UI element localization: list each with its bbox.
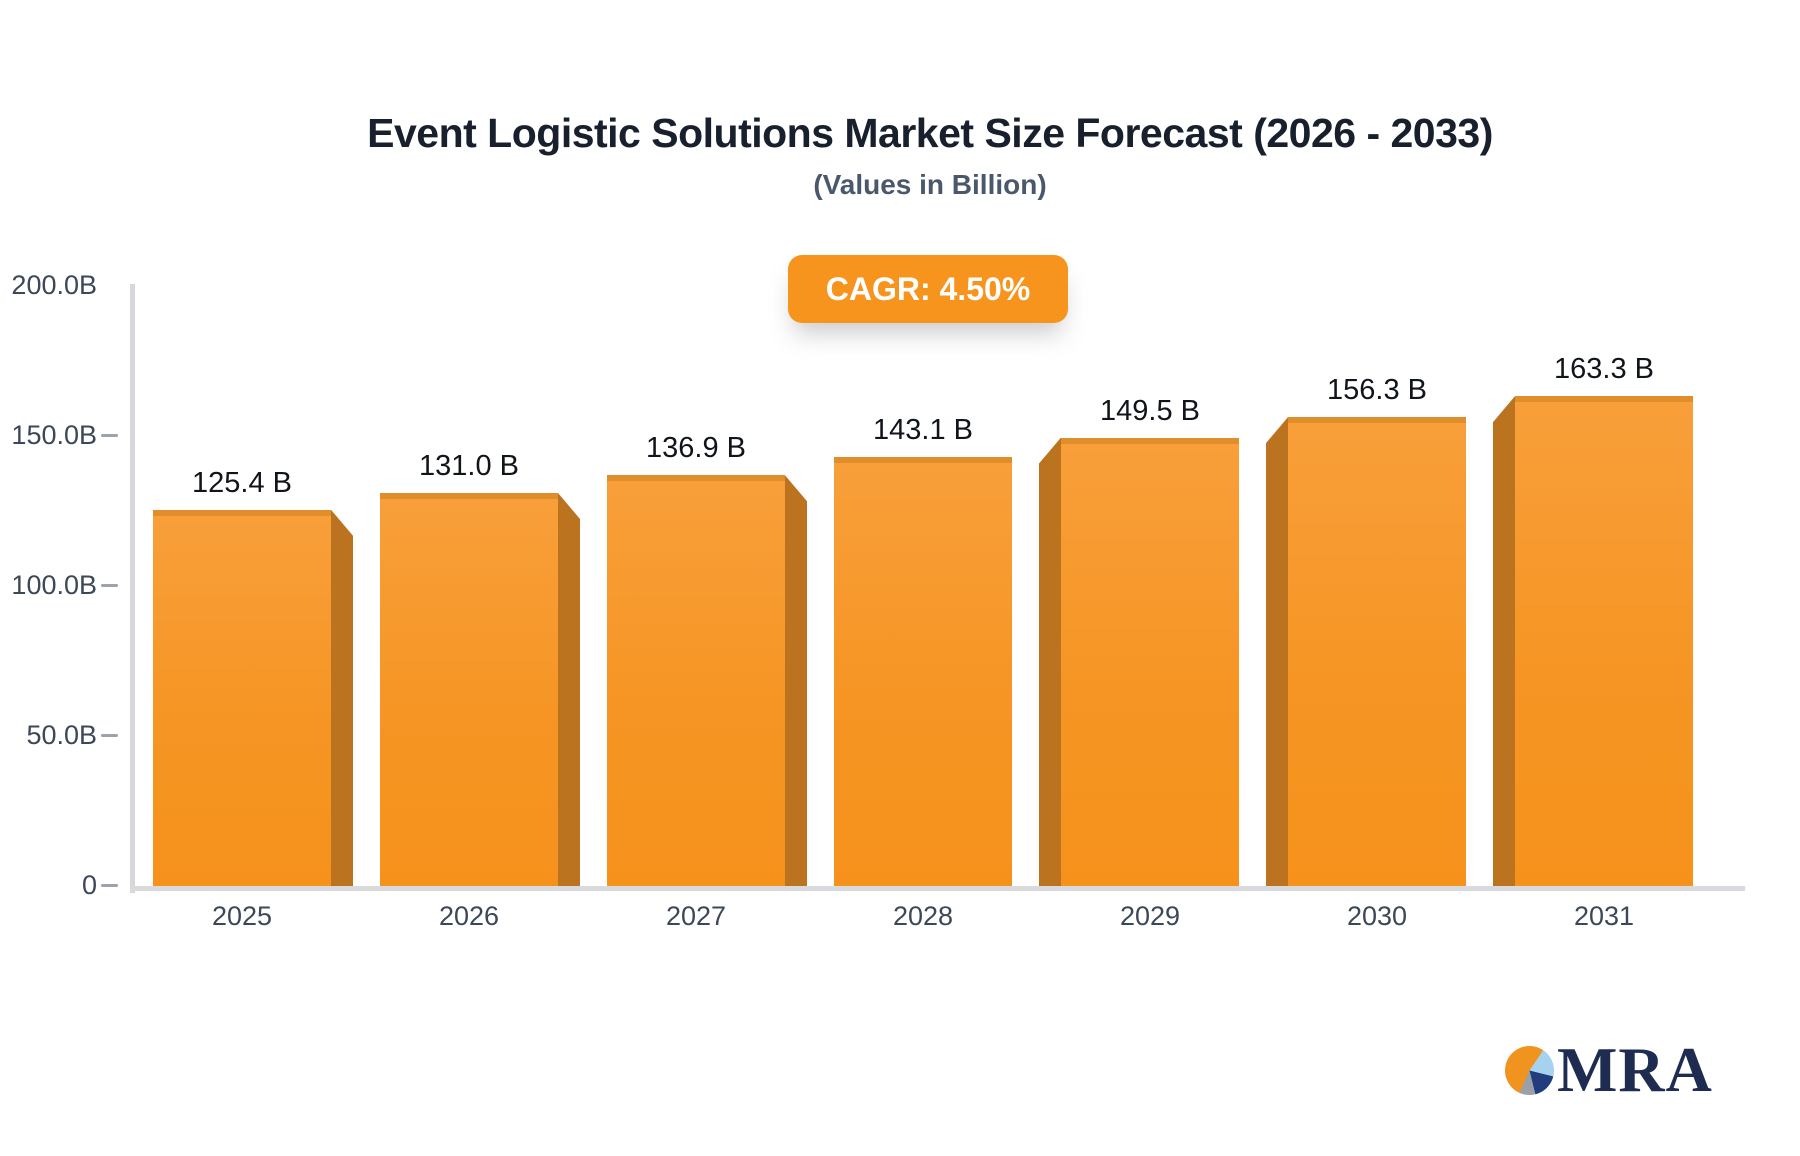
chart-subtitle: (Values in Billion) bbox=[813, 169, 1047, 200]
brand-logo-text: MRA bbox=[1557, 1034, 1713, 1105]
bar-side-2031 bbox=[1493, 396, 1515, 886]
bar-2029[interactable] bbox=[1061, 437, 1239, 886]
chart-title: Event Logistic Solutions Market Size For… bbox=[367, 110, 1493, 156]
bar-value-label-2026: 131.0 B bbox=[419, 450, 519, 482]
y-tick-label-100.0B: 100.0B bbox=[11, 570, 97, 600]
bar-side-2026 bbox=[558, 493, 580, 886]
bar-2026[interactable] bbox=[380, 493, 558, 886]
y-tick-mark bbox=[101, 734, 118, 737]
y-axis-line bbox=[130, 284, 135, 893]
bar-2025[interactable] bbox=[153, 509, 331, 886]
x-axis-label-2028: 2028 bbox=[892, 901, 954, 931]
bar-value-label-2025: 125.4 B bbox=[192, 466, 292, 499]
bar-2028[interactable] bbox=[834, 456, 1012, 886]
y-tick-mark bbox=[101, 884, 118, 887]
y-tick-mark bbox=[101, 434, 118, 437]
x-axis-line bbox=[130, 886, 1745, 891]
y-tick-label-50.0B: 50.0B bbox=[26, 720, 97, 750]
bar-2031[interactable] bbox=[1515, 396, 1693, 886]
brand-logo: MRA bbox=[1505, 1032, 1713, 1108]
bar-value-label-2028: 143.1 B bbox=[873, 413, 973, 446]
bar-value-label-2029: 149.5 B bbox=[1100, 394, 1200, 427]
x-axis-label-2026: 2026 bbox=[438, 901, 500, 931]
bar-value-label-2027: 136.9 B bbox=[646, 432, 746, 465]
bar-side-2029 bbox=[1039, 437, 1061, 886]
bar-value-label-2031: 163.3 B bbox=[1554, 353, 1654, 386]
bar-2027[interactable] bbox=[607, 475, 785, 886]
bar-2030[interactable] bbox=[1288, 417, 1466, 886]
y-tick-label-200.0B: 200.0B bbox=[11, 270, 97, 300]
y-tick-label-150.0B: 150.0B bbox=[11, 420, 97, 450]
bar-side-2027 bbox=[785, 475, 807, 886]
cagr-badge: CAGR: 4.50% bbox=[788, 255, 1068, 323]
bar-value-label-2030: 156.3 B bbox=[1327, 374, 1427, 407]
y-tick-label-0: 0 bbox=[81, 870, 97, 900]
x-axis-label-2030: 2030 bbox=[1346, 901, 1408, 931]
pie-chart-icon bbox=[1505, 1045, 1554, 1095]
x-axis-label-2031: 2031 bbox=[1573, 901, 1635, 931]
y-tick-mark bbox=[101, 584, 118, 587]
x-axis-label-2027: 2027 bbox=[665, 901, 727, 931]
x-axis-label-2025: 2025 bbox=[211, 901, 273, 931]
bar-side-2030 bbox=[1266, 417, 1288, 886]
x-axis-label-2029: 2029 bbox=[1119, 901, 1181, 931]
bar-side-2025 bbox=[331, 509, 353, 886]
